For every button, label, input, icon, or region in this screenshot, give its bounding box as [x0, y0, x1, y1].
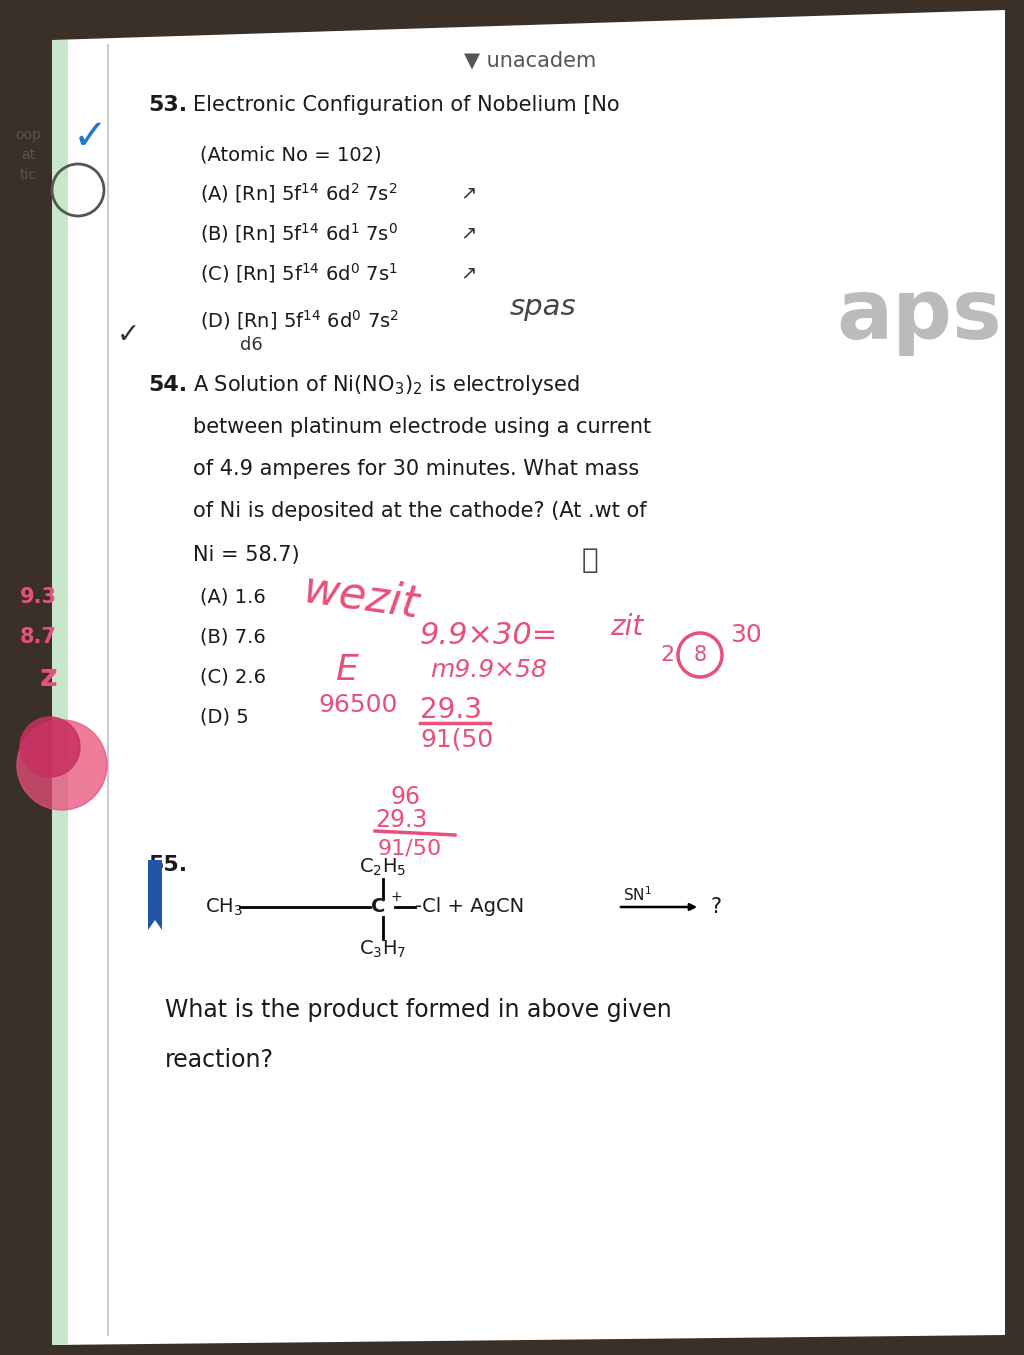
- Text: 8: 8: [693, 645, 707, 665]
- Text: 2: 2: [660, 645, 674, 665]
- Text: ✓: ✓: [73, 117, 108, 159]
- Text: What is the product formed in above given: What is the product formed in above give…: [165, 999, 672, 1022]
- Text: ✓: ✓: [117, 321, 139, 350]
- Text: (B) [Rn] 5f$^{14}$ 6d$^{1}$ 7s$^{0}$: (B) [Rn] 5f$^{14}$ 6d$^{1}$ 7s$^{0}$: [200, 221, 398, 245]
- Text: ↗: ↗: [460, 183, 476, 202]
- Text: (D) [Rn] 5f$^{14}$ 6d$^{0}$ 7s$^{2}$: (D) [Rn] 5f$^{14}$ 6d$^{0}$ 7s$^{2}$: [200, 308, 399, 332]
- Text: E: E: [335, 653, 357, 687]
- Text: A Solution of Ni(NO$_3$)$_2$ is electrolysed: A Solution of Ni(NO$_3$)$_2$ is electrol…: [193, 373, 580, 397]
- Text: 53.: 53.: [148, 95, 187, 115]
- Text: 9.3: 9.3: [20, 587, 57, 607]
- Circle shape: [17, 720, 106, 810]
- Text: of Ni is deposited at the cathode? (At .wt of: of Ni is deposited at the cathode? (At .…: [193, 501, 646, 522]
- Text: ↗: ↗: [460, 263, 476, 282]
- Text: C: C: [371, 897, 385, 916]
- Text: at: at: [20, 148, 35, 163]
- Text: wezit: wezit: [300, 568, 422, 626]
- Text: 8.7: 8.7: [20, 627, 57, 646]
- Text: 96: 96: [390, 785, 420, 809]
- Text: between platinum electrode using a current: between platinum electrode using a curre…: [193, 417, 651, 438]
- Text: m9.9×58: m9.9×58: [430, 659, 547, 682]
- Text: z: z: [40, 663, 57, 691]
- Text: 9.9×30=: 9.9×30=: [420, 621, 558, 649]
- Text: 55.: 55.: [148, 855, 187, 875]
- Text: d6: d6: [240, 336, 263, 354]
- Text: (Atomic No = 102): (Atomic No = 102): [200, 145, 382, 164]
- Text: spas: spas: [510, 293, 577, 321]
- Polygon shape: [52, 9, 1005, 1346]
- Text: 91/50: 91/50: [378, 837, 442, 858]
- Text: C$_3$H$_7$: C$_3$H$_7$: [359, 939, 407, 959]
- Text: (B) 7.6: (B) 7.6: [200, 627, 266, 646]
- Text: C$_2$H$_5$: C$_2$H$_5$: [359, 856, 407, 878]
- Text: zit: zit: [610, 612, 643, 641]
- Text: (D) 5: (D) 5: [200, 707, 249, 726]
- Text: Electronic Configuration of Nobelium [No: Electronic Configuration of Nobelium [No: [193, 95, 620, 115]
- Text: SN$^1$: SN$^1$: [623, 886, 652, 904]
- Circle shape: [20, 717, 80, 776]
- Text: (C) [Rn] 5f$^{14}$ 6d$^{0}$ 7s$^{1}$: (C) [Rn] 5f$^{14}$ 6d$^{0}$ 7s$^{1}$: [200, 262, 398, 285]
- Text: ?: ?: [710, 897, 721, 917]
- Text: 29.3: 29.3: [420, 696, 482, 724]
- Text: ▼ unacadem: ▼ unacadem: [464, 50, 596, 70]
- Text: reaction?: reaction?: [165, 1047, 274, 1072]
- Text: 计: 计: [582, 546, 598, 575]
- Text: +: +: [390, 890, 401, 904]
- Text: ↗: ↗: [460, 224, 476, 243]
- Text: of 4.9 amperes for 30 minutes. What mass: of 4.9 amperes for 30 minutes. What mass: [193, 459, 639, 480]
- Text: (A) 1.6: (A) 1.6: [200, 588, 266, 607]
- Text: 96500: 96500: [318, 692, 397, 717]
- Text: Ni = 58.7): Ni = 58.7): [193, 545, 300, 565]
- Text: CH$_3$: CH$_3$: [205, 897, 243, 917]
- Text: tic: tic: [19, 168, 37, 182]
- Polygon shape: [52, 41, 68, 1346]
- Text: aps: aps: [837, 275, 1002, 355]
- Text: oop: oop: [15, 127, 41, 142]
- Text: 29.3: 29.3: [375, 808, 427, 832]
- Text: -Cl + AgCN: -Cl + AgCN: [415, 897, 524, 916]
- Text: (A) [Rn] 5f$^{14}$ 6d$^{2}$ 7s$^{2}$: (A) [Rn] 5f$^{14}$ 6d$^{2}$ 7s$^{2}$: [200, 182, 397, 205]
- Polygon shape: [148, 860, 162, 930]
- Text: 54.: 54.: [148, 375, 187, 396]
- Text: 91(50: 91(50: [420, 728, 494, 752]
- Text: (C) 2.6: (C) 2.6: [200, 668, 266, 687]
- Text: 30: 30: [730, 623, 762, 646]
